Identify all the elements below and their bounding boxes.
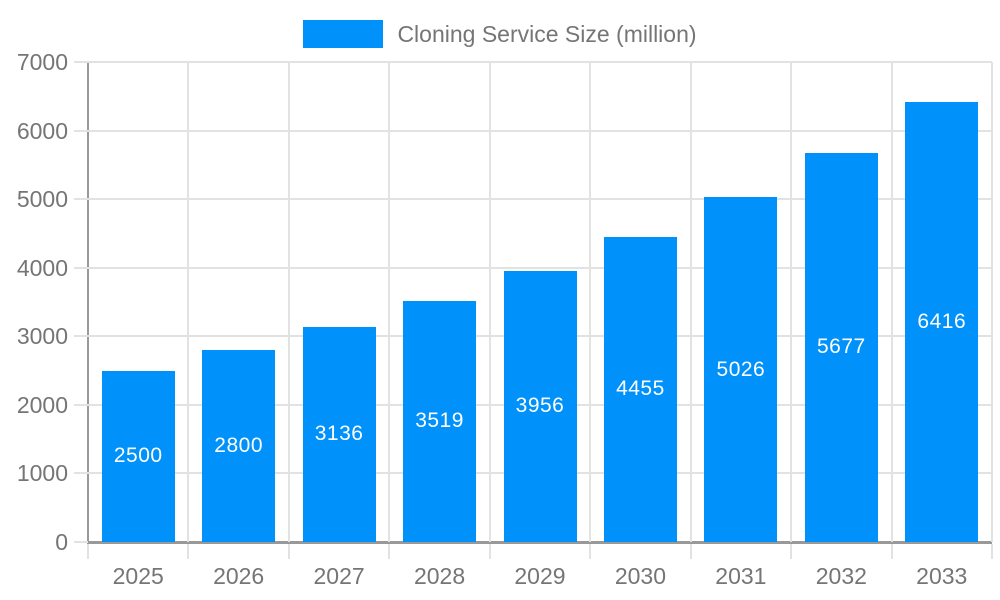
bar-value-label: 4455 <box>616 377 665 401</box>
y-tick-label: 7000 <box>16 49 68 75</box>
y-tick-label: 2000 <box>16 391 68 418</box>
bar-value-label: 3136 <box>314 422 364 446</box>
y-axis-tick <box>74 403 88 406</box>
gridline-horizontal <box>88 61 992 63</box>
x-tick-label: 2028 <box>413 563 466 589</box>
gridline-horizontal <box>88 129 992 132</box>
y-tick-label: 3000 <box>16 323 68 350</box>
bar[interactable]: 2800 <box>202 350 276 542</box>
bar[interactable]: 3136 <box>302 326 376 542</box>
bar[interactable]: 6416 <box>905 102 979 542</box>
x-axis-tick <box>488 544 491 559</box>
bar-value-label: 2500 <box>113 444 163 468</box>
y-axis-tick <box>74 541 88 543</box>
bar-value-label: 3519 <box>415 409 464 433</box>
y-axis-tick <box>74 266 88 269</box>
x-axis-tick <box>689 544 692 559</box>
x-tick-label: 2029 <box>514 563 566 589</box>
gridline-horizontal <box>88 266 992 269</box>
bar[interactable]: 5026 <box>704 197 778 542</box>
y-axis-tick <box>74 129 88 132</box>
y-tick-label: 6000 <box>16 117 68 144</box>
bar[interactable]: 4455 <box>603 236 677 542</box>
y-tick-label: 4000 <box>16 254 68 281</box>
gridline-vertical <box>790 62 793 542</box>
x-axis-tick <box>388 544 391 559</box>
bar-value-label: 5026 <box>716 357 766 381</box>
y-tick-label: 1000 <box>16 460 68 487</box>
gridline-vertical <box>187 62 190 542</box>
y-tick-label: 0 <box>55 529 68 555</box>
gridline-vertical <box>991 62 993 542</box>
legend-label: Cloning Service Size (million) <box>397 20 697 47</box>
bar-value-label: 3956 <box>515 394 565 418</box>
x-axis-tick <box>589 544 592 559</box>
x-tick-label: 2032 <box>815 563 867 589</box>
bar-value-label: 2800 <box>214 434 264 457</box>
x-axis-line <box>88 541 992 544</box>
gridline-vertical <box>388 62 391 542</box>
bar[interactable]: 3519 <box>403 300 477 542</box>
y-axis-tick <box>74 61 88 63</box>
x-axis-tick <box>287 544 290 559</box>
x-tick-label: 2031 <box>715 563 767 589</box>
gridline-vertical <box>488 62 491 542</box>
x-axis-tick <box>991 544 993 559</box>
legend-swatch <box>303 20 384 48</box>
gridline-vertical <box>287 62 290 542</box>
plot-area: 2500 2800 3136 3519 3956 4455 5026 5677 6416 <box>74 61 993 559</box>
bar[interactable]: 2500 <box>101 370 175 542</box>
bar[interactable]: 5677 <box>804 152 878 542</box>
x-axis-tick <box>187 544 190 559</box>
gridline-vertical <box>589 62 592 542</box>
gridline-vertical <box>890 62 893 542</box>
legend[interactable]: Cloning Service Size (million) <box>0 18 1000 50</box>
x-axis-tick <box>890 544 893 559</box>
x-tick-label: 2033 <box>916 563 968 589</box>
bar[interactable]: 3956 <box>503 270 577 542</box>
x-axis-tick <box>87 544 89 559</box>
bar-value-label: 6416 <box>917 310 967 333</box>
x-tick-label: 2030 <box>614 563 667 589</box>
x-tick-label: 2027 <box>313 563 365 589</box>
x-tick-label: 2025 <box>112 563 164 589</box>
x-axis-tick <box>790 544 793 559</box>
y-tick-label: 5000 <box>16 186 68 213</box>
y-axis-line <box>87 62 89 558</box>
gridline-vertical <box>689 62 692 542</box>
y-axis-tick <box>74 198 88 201</box>
bar-value-label: 5677 <box>816 335 866 359</box>
gridline-horizontal <box>88 198 992 201</box>
y-axis-tick <box>74 335 88 338</box>
y-axis-tick <box>74 472 88 475</box>
x-tick-label: 2026 <box>213 563 265 589</box>
